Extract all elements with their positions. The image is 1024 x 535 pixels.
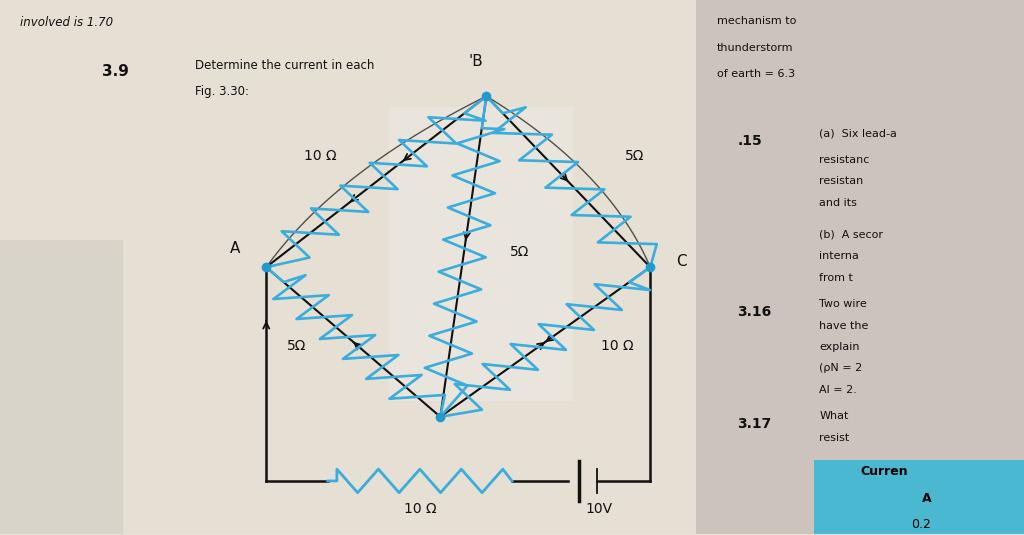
Bar <box>0 240 123 534</box>
Text: Fig. 3.30:: Fig. 3.30: <box>195 86 249 98</box>
Text: 10 Ω: 10 Ω <box>601 339 633 353</box>
Text: 5Ω: 5Ω <box>626 149 644 163</box>
Text: mechanism to: mechanism to <box>717 16 797 26</box>
Text: 'B: 'B <box>469 55 483 70</box>
Text: A: A <box>230 241 241 256</box>
Text: (b)  A secor: (b) A secor <box>819 230 883 240</box>
Text: (a)  Six lead-a: (a) Six lead-a <box>819 128 897 138</box>
Text: explain: explain <box>819 342 860 352</box>
Text: .15: .15 <box>737 134 762 148</box>
Text: A: A <box>922 492 931 505</box>
Text: 3.9: 3.9 <box>102 64 129 79</box>
Text: Two wire: Two wire <box>819 299 867 309</box>
Text: involved is 1.70: involved is 1.70 <box>20 16 114 29</box>
Text: 0.2: 0.2 <box>911 518 931 531</box>
Text: 10 Ω: 10 Ω <box>304 149 336 163</box>
Text: Curren: Curren <box>860 465 908 478</box>
Text: resist: resist <box>819 433 850 443</box>
Text: C: C <box>676 254 686 269</box>
Text: resistanc: resistanc <box>819 155 869 165</box>
Text: resistan: resistan <box>819 177 863 186</box>
Text: What: What <box>819 411 849 422</box>
Bar <box>696 0 1024 534</box>
Text: Determine the current in each: Determine the current in each <box>195 59 374 72</box>
Text: from t: from t <box>819 272 853 282</box>
Text: 3.16: 3.16 <box>737 304 771 318</box>
Text: 10 Ω: 10 Ω <box>403 502 436 516</box>
Text: and its: and its <box>819 198 857 208</box>
Text: thunderstorm: thunderstorm <box>717 43 794 53</box>
Bar <box>814 460 1024 534</box>
Text: 5Ω: 5Ω <box>288 339 306 353</box>
Text: Al = 2.: Al = 2. <box>819 385 857 395</box>
Text: (ρN = 2: (ρN = 2 <box>819 363 862 373</box>
Text: have the: have the <box>819 320 868 331</box>
Text: 3.17: 3.17 <box>737 417 771 431</box>
Text: interna: interna <box>819 251 859 261</box>
Bar <box>0 0 696 534</box>
Bar <box>389 107 573 401</box>
Text: of earth = 6.3: of earth = 6.3 <box>717 70 795 80</box>
Text: 5Ω: 5Ω <box>510 246 529 259</box>
Text: 10V: 10V <box>586 502 612 516</box>
